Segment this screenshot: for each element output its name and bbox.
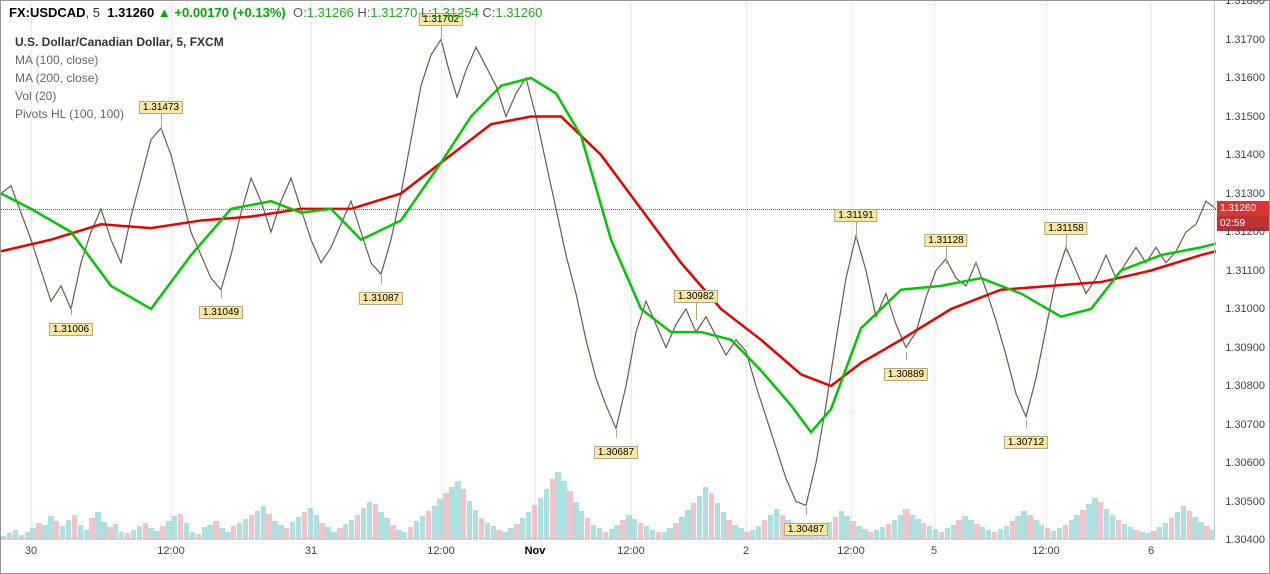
x-tick-label: 12:00 (1032, 545, 1060, 557)
chart-header: FX:USDCAD, 5 1.31260 ▲ +0.00170 (+0.13%)… (9, 5, 542, 20)
legend-title: U.S. Dollar/Canadian Dollar, 5, FXCM (15, 33, 224, 51)
x-tick-label: 12:00 (427, 545, 455, 557)
x-tick-label: 31 (305, 545, 317, 557)
change-value: +0.00170 (174, 5, 229, 20)
y-tick-label: 1.31700 (1225, 34, 1265, 46)
pivot-label: 1.30687 (594, 446, 638, 459)
y-tick-label: 1.31600 (1225, 72, 1265, 84)
pivot-label: 1.31128 (924, 234, 967, 247)
x-tick-label: Nov (525, 545, 546, 557)
y-tick-label: 1.30800 (1225, 380, 1265, 392)
pivot-label: 1.30487 (784, 523, 828, 536)
y-tick-label: 1.30600 (1225, 457, 1265, 469)
ohlc-close: 1.31260 (495, 5, 542, 20)
y-tick-label: 1.31100 (1226, 265, 1265, 277)
x-tick-label: 6 (1148, 545, 1154, 557)
y-tick-label: 1.31400 (1225, 149, 1265, 161)
legend-pivots: Pivots HL (100, 100) (15, 105, 224, 123)
ohlc-low: 1.31254 (432, 5, 479, 20)
y-tick-label: 1.30400 (1225, 534, 1265, 546)
x-tick-label: 12:00 (617, 545, 645, 557)
last-price-tag: 1.31260 (1217, 201, 1269, 216)
interval-label: 5 (93, 5, 100, 20)
pivot-label: 1.31006 (49, 323, 93, 336)
ohlc-high: 1.31270 (370, 5, 417, 20)
x-axis: 30 12:00 31 12:00 Nov 12:00 2 12:00 5 12:00 6 (1, 538, 1214, 573)
legend-vol: Vol (20) (15, 87, 224, 105)
up-arrow-icon: ▲ (158, 5, 171, 20)
pivot-label: 1.31191 (834, 209, 877, 222)
pivot-label: 1.30889 (884, 368, 928, 381)
y-tick-label: 1.31800 (1225, 0, 1265, 7)
change-pct: (+0.13%) (233, 5, 286, 20)
y-tick-label: 1.30500 (1225, 496, 1265, 508)
x-tick-label: 5 (931, 545, 937, 557)
x-tick-label: 12:00 (837, 545, 865, 557)
pivot-label: 1.31049 (199, 306, 243, 319)
x-tick-label: 2 (743, 545, 749, 557)
y-tick-label: 1.31000 (1225, 303, 1265, 315)
pivot-label: 1.30712 (1004, 436, 1048, 449)
y-tick-label: 1.31300 (1225, 188, 1265, 200)
x-tick-label: 12:00 (157, 545, 185, 557)
x-tick-label: 30 (25, 545, 37, 557)
y-tick-label: 1.31500 (1225, 111, 1265, 123)
pivot-label: 1.31158 (1044, 222, 1087, 235)
y-axis: 1.31260 02:59 1.304001.305001.306001.307… (1214, 1, 1269, 538)
y-tick-label: 1.30700 (1225, 419, 1265, 431)
legend-ma200: MA (200, close) (15, 69, 224, 87)
pivot-label: 1.30982 (674, 290, 718, 303)
pivot-label: 1.31087 (359, 292, 403, 305)
ohlc-open: 1.31266 (307, 5, 354, 20)
last-price: 1.31260 (107, 5, 154, 20)
legend-ma100: MA (100, close) (15, 51, 224, 69)
y-tick-label: 1.30900 (1225, 342, 1265, 354)
last-price-line (1, 209, 1216, 210)
y-tick-label: 1.31200 (1225, 226, 1265, 238)
chart-container[interactable]: FX:USDCAD, 5 1.31260 ▲ +0.00170 (+0.13%)… (0, 0, 1270, 574)
symbol-label: FX:USDCAD (9, 5, 86, 20)
chart-legend: U.S. Dollar/Canadian Dollar, 5, FXCM MA … (15, 33, 224, 123)
